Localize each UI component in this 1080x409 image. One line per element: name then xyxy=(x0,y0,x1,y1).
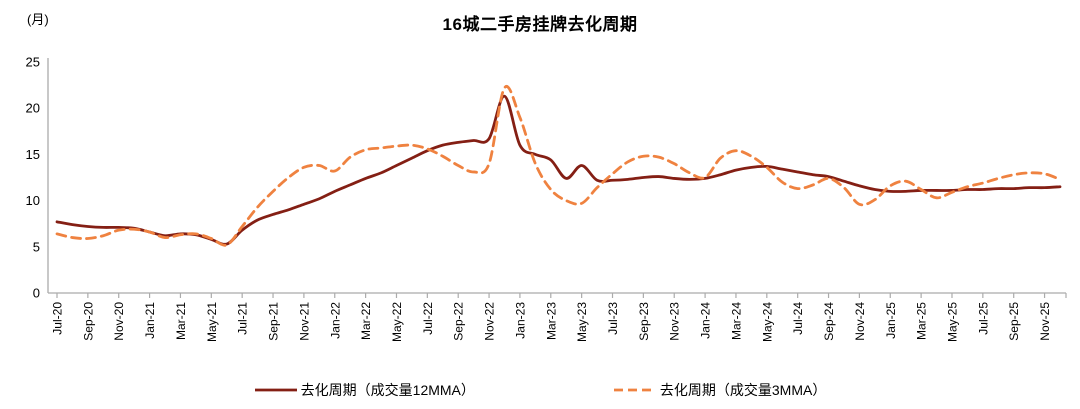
x-tick-label: Jan-21 xyxy=(143,302,157,339)
y-tick-label: 10 xyxy=(26,193,40,208)
y-tick-label: 0 xyxy=(33,286,40,301)
legend-label-12mma: 去化周期（成交量12MMA） xyxy=(300,382,475,398)
legend-item-3mma: 去化周期（成交量3MMA） xyxy=(613,380,826,400)
y-tick-label: 20 xyxy=(26,101,40,116)
x-tick-label: Sep-23 xyxy=(637,302,651,341)
x-tick-label: Sep-22 xyxy=(452,302,466,341)
x-tick-label: Jan-22 xyxy=(328,302,342,339)
x-tick-label: Mar-25 xyxy=(915,302,929,340)
x-tick-label: Jul-21 xyxy=(236,302,250,335)
x-tick-label: May-22 xyxy=(390,302,404,342)
x-tick-label: Sep-24 xyxy=(822,302,836,341)
chart-title: 16城二手房挂牌去化周期 xyxy=(442,15,638,34)
y-axis-unit-label: (月) xyxy=(27,12,49,27)
x-tick-label: Jan-23 xyxy=(513,302,527,339)
x-tick-label: Jan-24 xyxy=(699,302,713,339)
x-tick-label: May-23 xyxy=(575,302,589,342)
x-tick-label: Jan-25 xyxy=(884,302,898,339)
y-tick-label: 25 xyxy=(26,55,40,70)
legend-item-12mma: 去化周期（成交量12MMA） xyxy=(254,380,475,400)
x-tick-label: Nov-22 xyxy=(483,302,497,341)
x-tick-label: Sep-25 xyxy=(1007,302,1021,341)
legend-label-3mma: 去化周期（成交量3MMA） xyxy=(659,382,827,398)
x-tick-label: Jul-25 xyxy=(976,302,990,335)
x-tick-label: Nov-24 xyxy=(853,302,867,341)
legend-line-solid-icon xyxy=(254,388,297,392)
x-tick-label: Mar-23 xyxy=(544,302,558,340)
x-tick-label: Nov-20 xyxy=(112,302,126,341)
y-tick-label: 15 xyxy=(26,147,40,162)
x-tick-label: May-25 xyxy=(945,302,959,342)
legend: 去化周期（成交量12MMA） 去化周期（成交量3MMA） xyxy=(0,380,1080,400)
x-tick-label: Jul-20 xyxy=(51,302,65,335)
x-tick-label: Jul-22 xyxy=(421,302,435,335)
x-tick-label: Jul-23 xyxy=(606,302,620,335)
x-tick-label: Sep-21 xyxy=(267,302,281,341)
x-tick-label: Nov-21 xyxy=(297,302,311,341)
x-tick-label: Nov-25 xyxy=(1038,302,1052,341)
x-tick-label: Nov-23 xyxy=(668,302,682,341)
x-tick-label: Sep-20 xyxy=(81,302,95,341)
x-tick-label: Jul-24 xyxy=(791,302,805,335)
x-tick-label: Mar-22 xyxy=(359,302,373,340)
series-3mma-line xyxy=(55,85,1062,247)
x-tick-label: Mar-21 xyxy=(174,302,188,340)
line-chart: 0 5 10 15 20 25 Jul-20 Sep-20 Nov-20 Jan-21 Mar-21… xyxy=(26,55,1067,342)
x-tick-label: Mar-24 xyxy=(729,302,743,340)
series-12mma-line xyxy=(55,94,1062,246)
y-tick-label: 5 xyxy=(33,239,40,254)
legend-line-dashed-icon xyxy=(613,388,656,392)
x-tick-label: May-21 xyxy=(205,302,219,342)
x-tick-label: May-24 xyxy=(760,302,774,342)
